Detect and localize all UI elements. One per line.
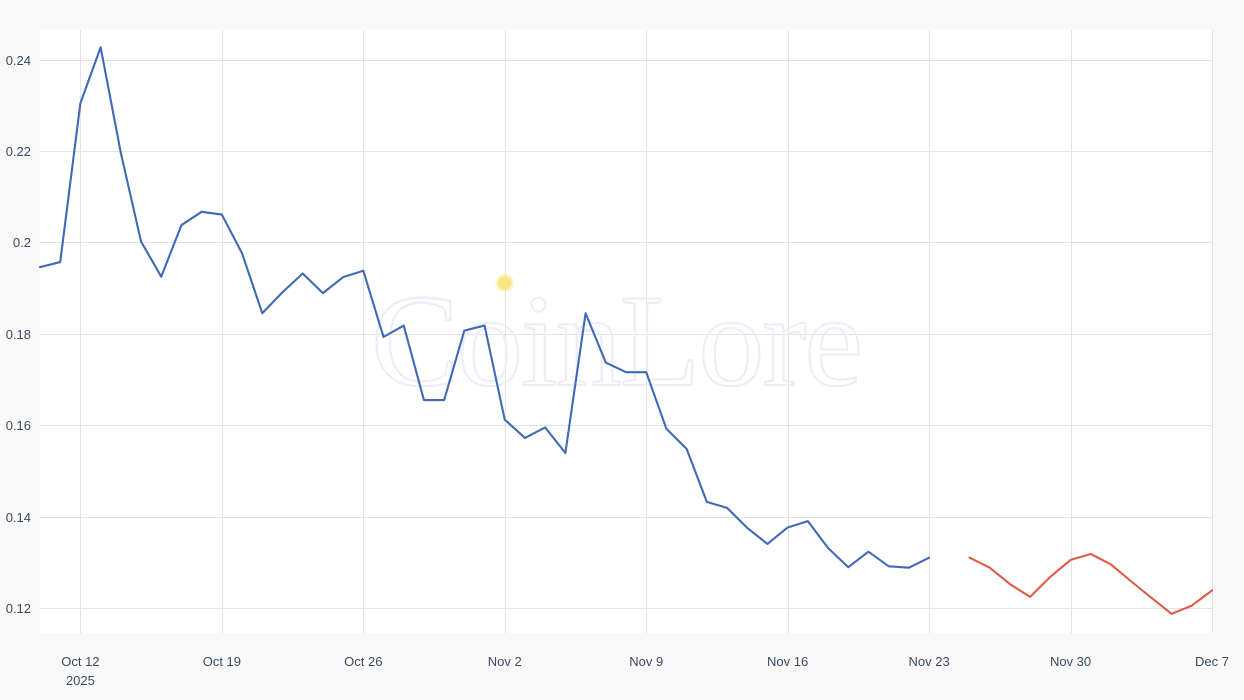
series-line-forecast xyxy=(968,552,1214,615)
x-tick-label: Oct 19 xyxy=(203,654,241,669)
y-axis-tick-labels: 0.12 0.14 0.16 0.18 0.2 0.22 0.24 xyxy=(6,53,31,616)
coinlore-watermark: CoinLore xyxy=(371,267,861,414)
y-tick-label: 0.16 xyxy=(6,418,31,433)
y-tick-label: 0.18 xyxy=(6,327,31,342)
plot-area-background xyxy=(40,30,1212,633)
x-tick-label: Dec 7 xyxy=(1195,654,1229,669)
y-tick-label: 0.2 xyxy=(13,235,31,250)
x-axis-tick-labels: Oct 12 2025 Oct 19 Oct 26 Nov 2 Nov 9 Nov 16 No… xyxy=(61,654,1229,688)
series-lines xyxy=(38,46,1214,615)
x-gridlines xyxy=(80,30,1213,633)
y-tick-label: 0.14 xyxy=(6,510,31,525)
x-tick-label: Nov 30 xyxy=(1050,654,1091,669)
y-tick-label: 0.22 xyxy=(6,144,31,159)
x-tick-label: Oct 26 xyxy=(344,654,382,669)
y-tick-label: 0.24 xyxy=(6,53,31,68)
x-tick-label: Nov 23 xyxy=(909,654,950,669)
x-tick-label: Oct 12 xyxy=(61,654,99,669)
x-tick-label: Nov 2 xyxy=(488,654,522,669)
series-line-historical xyxy=(38,46,931,569)
chart-markers xyxy=(494,273,515,294)
highlight-dot-marker[interactable] xyxy=(494,273,515,294)
x-tick-label: Nov 16 xyxy=(767,654,808,669)
x-tick-year-label: 2025 xyxy=(66,673,95,688)
x-tick-label: Nov 9 xyxy=(629,654,663,669)
y-tick-label: 0.12 xyxy=(6,601,31,616)
